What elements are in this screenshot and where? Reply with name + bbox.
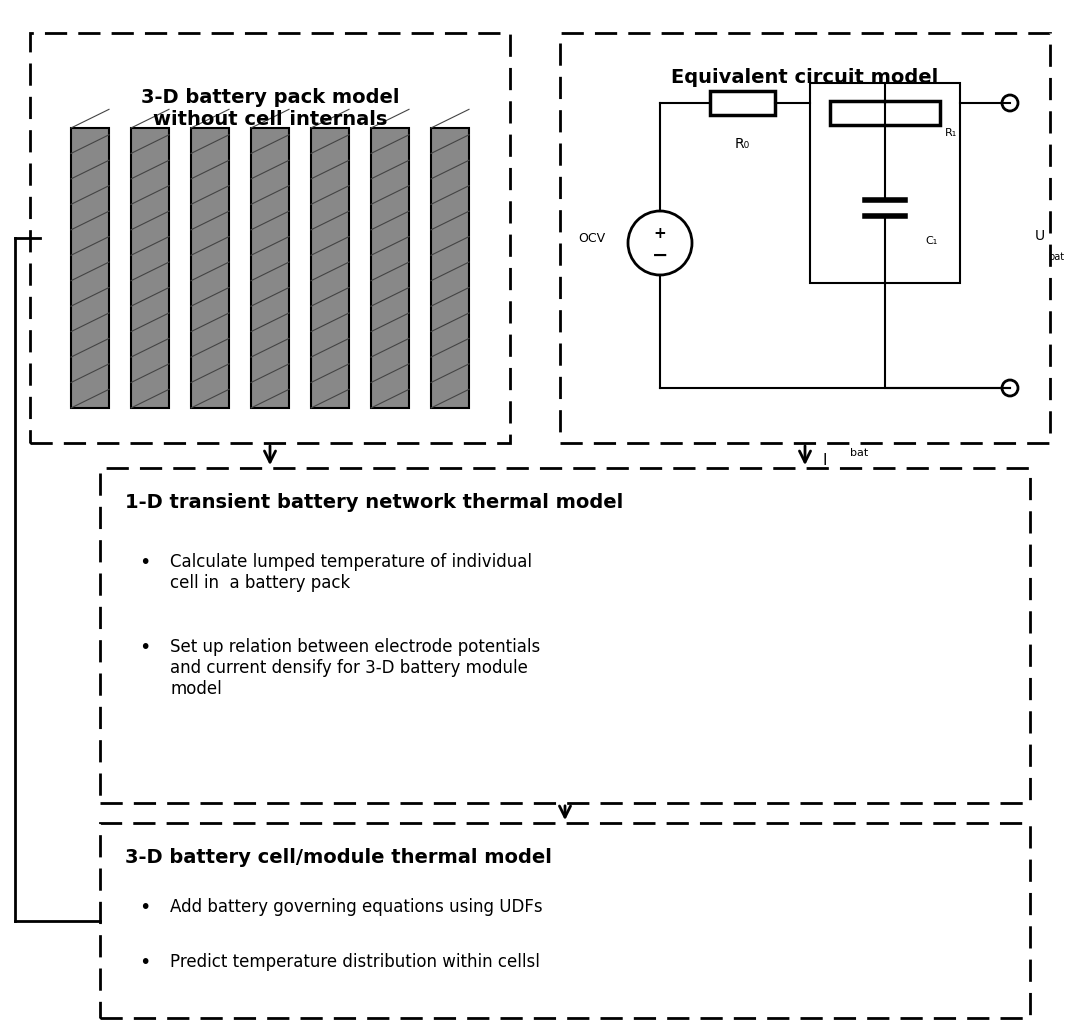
FancyBboxPatch shape — [710, 91, 775, 115]
Text: Set up relation between electrode potentials
and current densify for 3-D battery: Set up relation between electrode potent… — [170, 638, 541, 697]
Text: U: U — [1035, 228, 1045, 243]
Text: •: • — [140, 898, 151, 917]
Text: Calculate lumped temperature of individual
cell in  a battery pack: Calculate lumped temperature of individu… — [170, 553, 532, 592]
Text: bat: bat — [850, 448, 868, 458]
Text: •: • — [140, 953, 151, 972]
Text: 3-D battery pack model
without cell internals: 3-D battery pack model without cell inte… — [141, 88, 400, 129]
Text: 3-D battery cell/module thermal model: 3-D battery cell/module thermal model — [124, 848, 551, 867]
FancyBboxPatch shape — [371, 128, 410, 408]
Text: 1-D transient battery network thermal model: 1-D transient battery network thermal mo… — [124, 493, 624, 512]
Text: Equivalent circuit model: Equivalent circuit model — [672, 68, 939, 87]
Text: bat: bat — [1048, 252, 1064, 262]
Text: R₁: R₁ — [945, 128, 958, 138]
FancyBboxPatch shape — [71, 128, 109, 408]
Text: I: I — [822, 453, 828, 468]
Text: −: − — [652, 246, 668, 264]
FancyBboxPatch shape — [131, 128, 169, 408]
Text: Predict temperature distribution within cellsl: Predict temperature distribution within … — [170, 953, 539, 971]
FancyBboxPatch shape — [431, 128, 468, 408]
Text: •: • — [140, 553, 151, 572]
Text: C₁: C₁ — [925, 236, 937, 246]
Text: •: • — [140, 638, 151, 657]
FancyBboxPatch shape — [810, 83, 960, 283]
FancyBboxPatch shape — [251, 128, 289, 408]
FancyBboxPatch shape — [830, 101, 940, 125]
Text: Add battery governing equations using UDFs: Add battery governing equations using UD… — [170, 898, 543, 916]
Text: +: + — [654, 225, 666, 241]
Text: R₀: R₀ — [735, 137, 750, 151]
FancyBboxPatch shape — [191, 128, 229, 408]
FancyBboxPatch shape — [311, 128, 349, 408]
Text: OCV: OCV — [578, 231, 605, 245]
